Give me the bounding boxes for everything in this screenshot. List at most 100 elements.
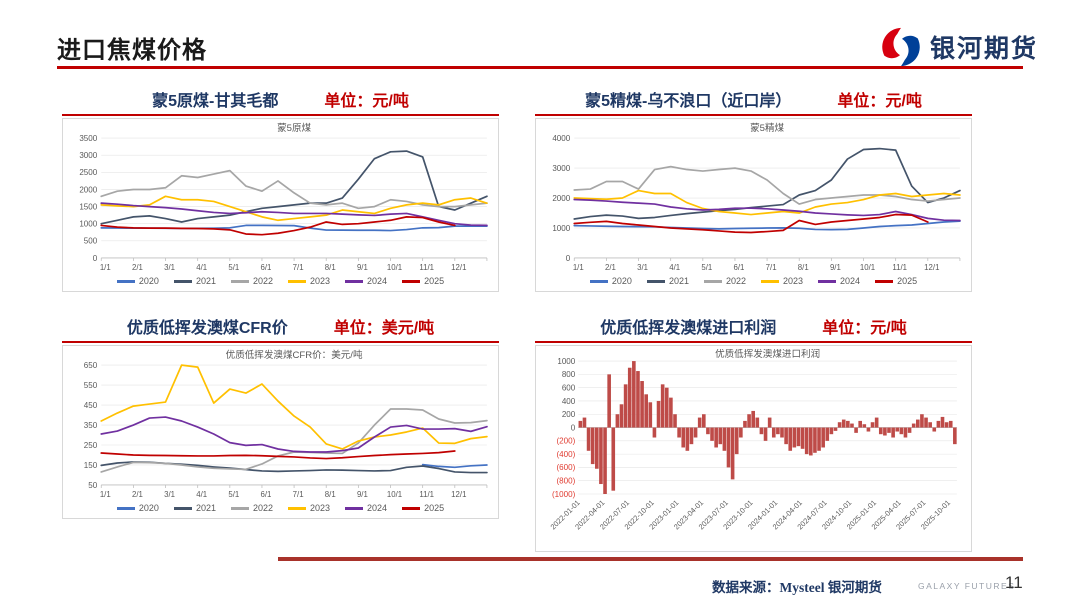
svg-text:1000: 1000 (552, 224, 570, 233)
footer-brand: GALAXY FUTURES (918, 581, 1016, 591)
svg-text:(600): (600) (556, 463, 575, 472)
svg-text:7/1: 7/1 (293, 490, 304, 499)
legend-label: 2023 (310, 503, 331, 514)
legend-item-2020: 2020 (116, 276, 159, 287)
legend-label: 2020 (138, 503, 159, 514)
brand-logo: 银河期货 (880, 26, 1038, 68)
svg-text:9/1: 9/1 (830, 263, 841, 272)
svg-text:0: 0 (571, 423, 576, 432)
svg-text:8/1: 8/1 (325, 263, 336, 272)
svg-text:(1000): (1000) (552, 490, 576, 499)
legend-item-2022: 2022 (703, 276, 746, 287)
panel-aus-coal-cfr: 优质低挥发澳煤CFR价 单位：美元/吨 50 150 250 350 450 550 650… (62, 313, 499, 552)
panel-header: 优质低挥发澳煤进口利润 单位：元/吨 (535, 313, 972, 344)
svg-text:1/1: 1/1 (100, 490, 111, 499)
legend-item-2024: 2024 (345, 503, 387, 513)
legend-label: 2022 (725, 276, 746, 287)
svg-text:2000: 2000 (79, 185, 97, 194)
panel-header: 蒙5原煤-甘其毛都 单位：元/吨 (62, 86, 499, 116)
legend-item-2020: 2020 (116, 503, 159, 514)
svg-text:10/1: 10/1 (387, 490, 402, 499)
legend-swatch (402, 279, 421, 283)
legend-label: 2024 (367, 276, 388, 287)
legend-item-2022: 2022 (230, 503, 273, 513)
legend-item-2021: 2021 (173, 276, 216, 287)
legend-item-2021: 2021 (646, 276, 689, 287)
legend-swatch (116, 279, 135, 283)
panel-unit: 单位：美元/吨 (333, 320, 435, 338)
legend-swatch (761, 279, 779, 283)
legend-swatch (288, 279, 306, 283)
chart-box: 0 1000 2000 3000 4000 1/1 2/1 3/1 4/1 5/1 6/1 7/1 8/… (535, 118, 972, 293)
svg-text:600: 600 (562, 384, 576, 393)
svg-text:250: 250 (84, 441, 98, 450)
legend-swatch (173, 279, 192, 283)
svg-text:5/1: 5/1 (228, 490, 239, 499)
legend-label: 2020 (138, 276, 159, 287)
legend-label: 2024 (840, 276, 861, 287)
legend-label: 2022 (252, 276, 273, 287)
legend-label: 2021 (668, 276, 689, 287)
svg-text:1500: 1500 (79, 202, 97, 211)
svg-text:5/1: 5/1 (701, 263, 712, 272)
svg-text:3/1: 3/1 (164, 263, 175, 272)
chart-box: 0 500 1000 1500 2000 2500 3000 3500 1/1 2/1 3/1 4/1… (62, 118, 499, 293)
legend-swatch (345, 279, 364, 283)
panel-meng5-raw-coal: 蒙5原煤-甘其毛都 单位：元/吨 0 500 1000 1500 2000 2500 300… (62, 86, 499, 293)
svg-text:(800): (800) (556, 477, 575, 486)
svg-text:蒙5原煤: 蒙5原煤 (277, 122, 311, 134)
title-underline (57, 66, 1023, 69)
line-chart-meng5-raw-coal: 0 500 1000 1500 2000 2500 3000 3500 1/1 2/1 3/1 4/1… (79, 122, 488, 272)
svg-text:11/1: 11/1 (419, 263, 434, 272)
legend-swatch (230, 279, 249, 283)
panel-unit: 单位：元/吨 (822, 320, 907, 338)
legend-item-2024: 2024 (345, 276, 387, 286)
svg-text:12/1: 12/1 (451, 263, 466, 272)
legend-swatch (646, 279, 665, 283)
svg-text:12/1: 12/1 (924, 263, 939, 272)
svg-text:7/1: 7/1 (293, 263, 304, 272)
svg-text:6/1: 6/1 (261, 490, 272, 499)
svg-text:3500: 3500 (79, 134, 97, 143)
legend-item-2025: 2025 (875, 276, 917, 286)
panel-aus-coal-import-profit: 优质低挥发澳煤进口利润 单位：元/吨 (1000) (800) (600) (400)… (535, 313, 972, 553)
footer-data-source: 数据来源：Mysteel 银河期货 (712, 580, 882, 595)
svg-text:0: 0 (566, 254, 571, 263)
svg-text:4/1: 4/1 (196, 263, 207, 272)
svg-text:1000: 1000 (79, 220, 97, 229)
legend-label: 2025 (897, 276, 918, 287)
legend-item-2024: 2024 (818, 276, 860, 286)
svg-text:2000: 2000 (552, 194, 570, 203)
legend-swatch (173, 506, 192, 510)
legend-swatch (230, 506, 249, 510)
legend-label: 2021 (195, 276, 216, 287)
panel-title: 优质低挥发澳煤进口利润 (600, 320, 777, 338)
svg-text:(200): (200) (556, 437, 575, 446)
footer-rule (278, 557, 1023, 561)
svg-text:9/1: 9/1 (357, 263, 368, 272)
panel-header: 蒙5精煤-乌不浪口（近口岸） 单位：元/吨 (535, 86, 972, 116)
svg-text:优质低挥发澳煤进口利润: 优质低挥发澳煤进口利润 (715, 349, 820, 360)
svg-text:350: 350 (84, 421, 98, 430)
svg-text:4/1: 4/1 (196, 490, 207, 499)
svg-text:150: 150 (84, 461, 98, 470)
svg-text:8/1: 8/1 (798, 263, 809, 272)
svg-text:7/1: 7/1 (766, 263, 777, 272)
legend-item-2022: 2022 (230, 276, 273, 287)
svg-text:6/1: 6/1 (261, 263, 272, 272)
legend-swatch (589, 279, 608, 283)
panel-unit: 单位：元/吨 (324, 93, 409, 110)
legend-item-2025: 2025 (402, 503, 444, 513)
svg-text:8/1: 8/1 (325, 490, 336, 499)
legend-swatch (818, 279, 837, 283)
legend-label: 2020 (611, 276, 632, 287)
legend-item-2023: 2023 (761, 276, 803, 286)
charts-grid: 蒙5原煤-甘其毛都 单位：元/吨 0 500 1000 1500 2000 2500 300… (62, 86, 972, 553)
svg-text:11/1: 11/1 (892, 263, 907, 272)
svg-text:650: 650 (84, 361, 98, 370)
svg-text:3000: 3000 (552, 164, 570, 173)
legend-swatch (288, 506, 306, 510)
legend-item-2023: 2023 (288, 503, 330, 513)
bar-chart-aus-coal-import-profit: (1000) (800) (600) (400) (200) 0 200 400 600 800 1… (548, 349, 957, 531)
